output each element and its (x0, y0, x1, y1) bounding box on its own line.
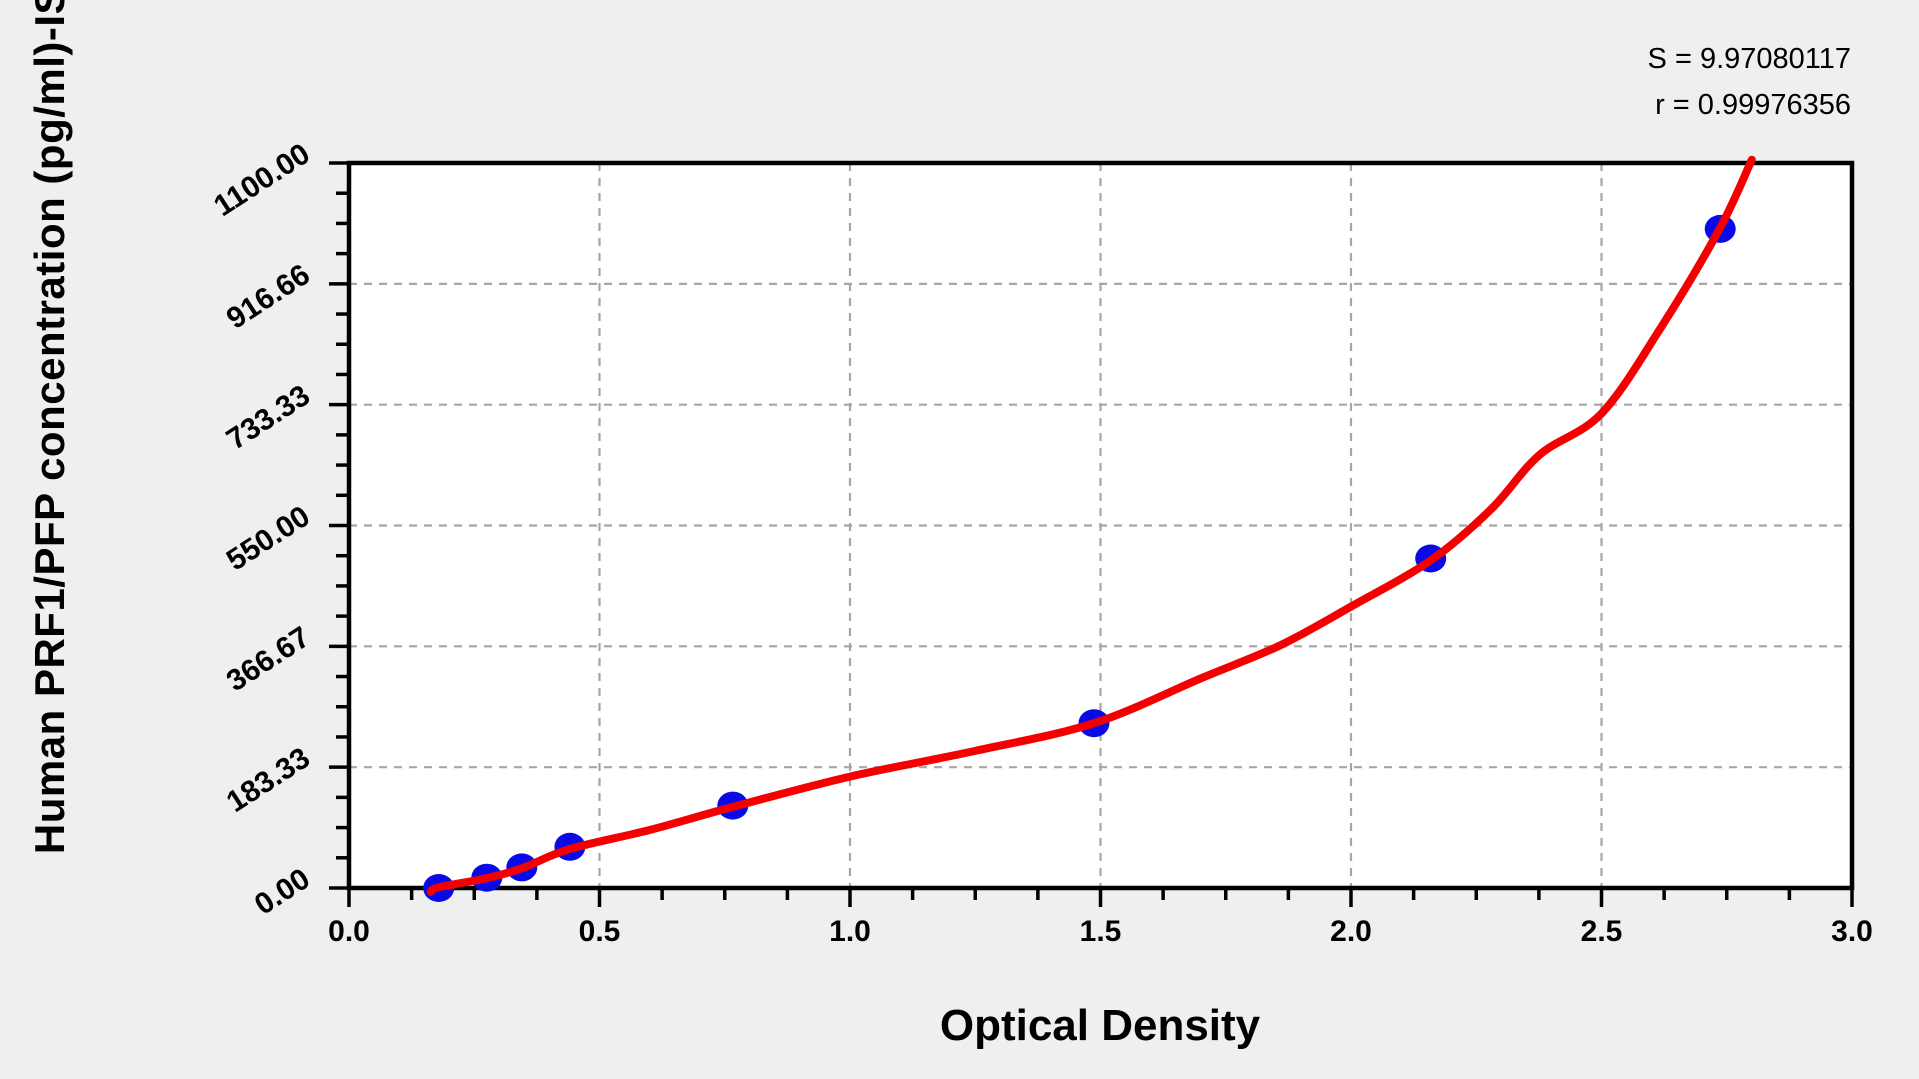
y-tick-label: 183.33 (221, 741, 316, 819)
y-tick-label: 1100.00 (208, 137, 316, 223)
y-tick-label: 0.00 (249, 862, 316, 921)
y-tick-label: 733.33 (221, 379, 316, 457)
x-tick-label: 3.0 (1831, 915, 1873, 948)
fit-statistics: S = 9.97080117 r = 0.99976356 (1648, 36, 1851, 128)
x-tick-label: 2.0 (1330, 915, 1372, 948)
x-tick-label: 0.5 (579, 915, 621, 948)
x-axis-title: Optical Density (939, 1001, 1261, 1050)
y-tick-label: 366.67 (221, 620, 316, 698)
stat-s-value: S = 9.97080117 (1647, 43, 1851, 75)
y-tick-label: 550.00 (221, 500, 316, 578)
stat-r-value: r = 0.99976356 (1655, 89, 1851, 121)
x-tick-label: 1.0 (829, 915, 871, 948)
x-tick-label: 1.5 (1080, 915, 1122, 948)
x-tick-label: 2.5 (1581, 915, 1623, 948)
y-axis-title: Human PRF1/PFP concentration (pg/ml)-IS (26, 0, 73, 855)
y-tick-label: 916.66 (221, 258, 316, 336)
x-tick-label: 0.0 (328, 915, 370, 948)
fitted-curve (426, 155, 1756, 896)
